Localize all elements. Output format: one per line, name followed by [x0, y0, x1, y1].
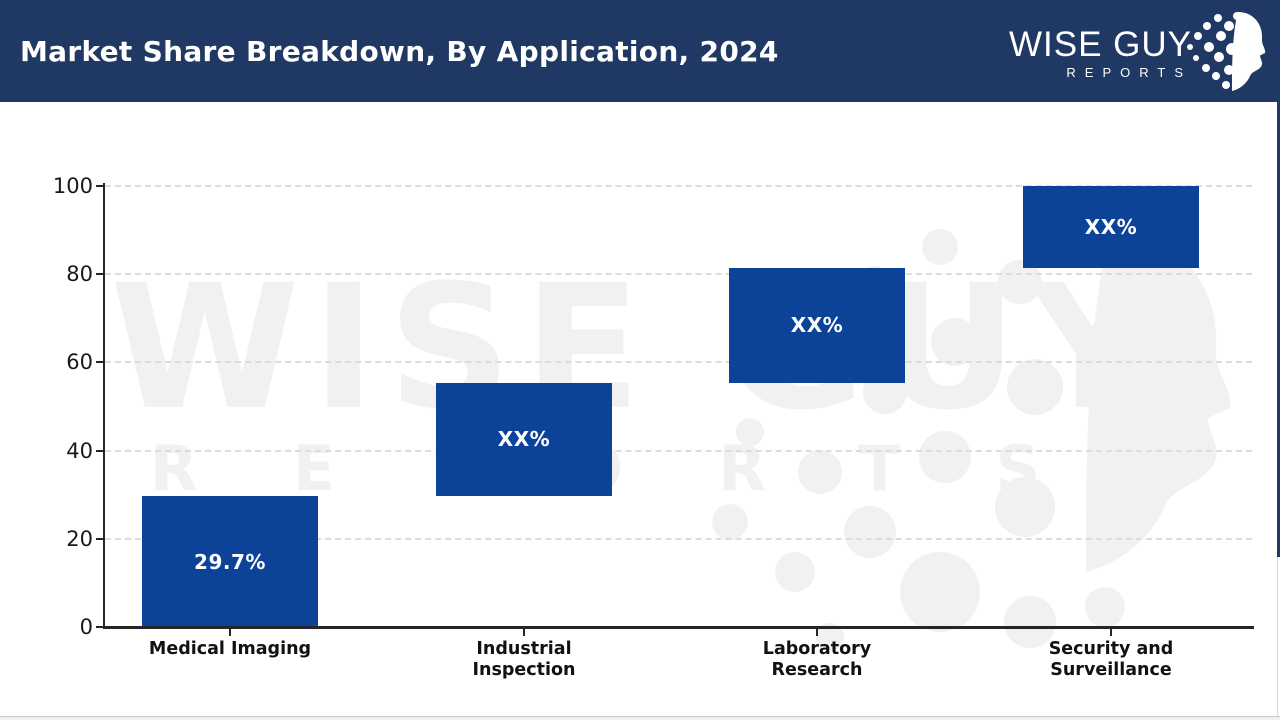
y-tick-mark [96, 185, 104, 187]
x-axis-line [103, 626, 1254, 629]
y-tick-mark [96, 361, 104, 364]
logo-text: WISE GUY REPORTS [1008, 25, 1192, 81]
watermark-wordmark: WISE GUY [110, 247, 1167, 448]
x-tick-mark [229, 629, 231, 636]
wiseguy-logo: WISE GUY REPORTS [1009, 8, 1268, 98]
logo-subtext: REPORTS [1066, 65, 1192, 80]
x-tick-mark [523, 629, 525, 636]
right-border-accent [1277, 102, 1280, 557]
bar-segment: XX% [436, 382, 612, 496]
y-tick-label: 80 [66, 262, 93, 287]
gridline-60 [105, 361, 1252, 364]
y-tick-label: 40 [66, 438, 93, 463]
gridline-40 [105, 449, 1252, 452]
header: Market Share Breakdown, By Application, … [0, 0, 1280, 102]
x-category-label: Laboratory Research [762, 639, 872, 680]
x-tick-mark [1110, 629, 1112, 636]
logo-wordmark: WISE GUY [1008, 25, 1192, 64]
y-tick-mark [96, 537, 104, 540]
y-tick-mark [96, 273, 104, 276]
y-tick-label: 100 [52, 174, 93, 198]
y-tick-mark [96, 449, 104, 452]
x-category-label: Industrial Inspection [472, 639, 576, 680]
bar-value-label: XX% [1084, 215, 1138, 239]
bottom-border-strip [0, 717, 1280, 720]
bar-segment: XX% [729, 268, 905, 383]
y-tick-label: 60 [66, 350, 93, 375]
y-axis-line [103, 183, 105, 629]
gridline-20 [105, 537, 1252, 540]
bar-value-label: XX% [497, 427, 551, 452]
x-tick-mark [816, 629, 818, 636]
logo-head-icon [1187, 12, 1266, 91]
x-category-label: Medical Imaging [148, 639, 312, 659]
right-border-line [1277, 557, 1278, 716]
y-tick-label: 20 [66, 526, 93, 551]
y-tick-mark [96, 626, 104, 628]
bar-segment: XX% [1023, 186, 1199, 269]
gridline-80 [105, 273, 1252, 276]
page-title: Market Share Breakdown, By Application, … [20, 34, 779, 68]
bar-value-label: 29.7% [194, 549, 266, 574]
x-category-label: Security and Surveillance [1048, 639, 1174, 680]
bottom-border-line [0, 716, 1280, 717]
y-tick-label: 0 [79, 615, 93, 639]
bar-value-label: XX% [790, 313, 844, 338]
gridline-100 [105, 185, 1252, 187]
bar-segment: 29.7% [142, 496, 318, 627]
